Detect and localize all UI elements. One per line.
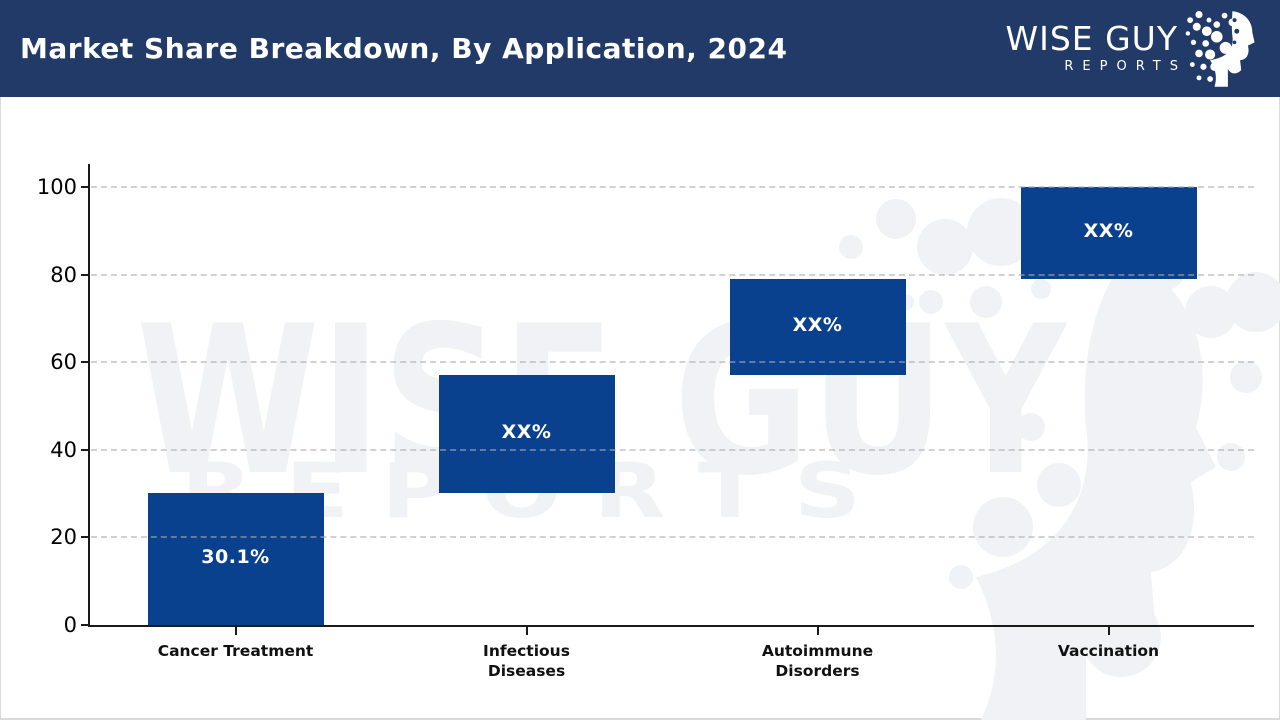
x-axis-category-label: Infectious Diseases <box>483 642 570 680</box>
gridline-y-40 <box>91 448 1254 451</box>
y-axis-tick-label: 40 <box>50 437 77 462</box>
y-axis-tick-label: 20 <box>50 525 77 550</box>
y-axis-tick-label: 0 <box>63 613 77 637</box>
bar-autoimmune-disorders <box>729 278 906 375</box>
gridline-y-80 <box>91 273 1254 276</box>
x-axis-category-label: Cancer Treatment <box>157 642 314 660</box>
x-axis-category-label: Vaccination <box>1057 642 1160 660</box>
y-axis-tickmark <box>81 624 90 626</box>
page-title: Market Share Breakdown, By Application, … <box>20 32 788 65</box>
gridline-y-60 <box>91 361 1254 364</box>
bar-value-label: XX% <box>501 421 552 444</box>
y-axis-tick-label: 60 <box>50 350 77 375</box>
brand-logo: WISE GUY REPORTS <box>1005 9 1256 89</box>
x-axis-category-label: Autoimmune Disorders <box>761 642 874 680</box>
bar-value-label: 30.1% <box>201 546 270 569</box>
x-axis-tickmark <box>234 627 237 635</box>
x-axis-line <box>88 625 1254 627</box>
face-dots-icon <box>1185 10 1255 87</box>
y-axis-tick-label: 80 <box>50 262 77 287</box>
bar-value-label: XX% <box>1083 219 1134 242</box>
brand-subtitle-text: REPORTS <box>1064 59 1187 74</box>
y-axis-tickmark <box>81 273 90 276</box>
bar-cancer-treatment <box>147 493 324 625</box>
x-axis-tickmark <box>525 627 528 635</box>
gridline-y-100 <box>91 186 1254 188</box>
brand-name-text: WISE GUY <box>1005 19 1178 58</box>
gridline-y-20 <box>91 536 1254 539</box>
y-axis-tickmark <box>81 361 90 364</box>
y-axis-line <box>88 164 90 627</box>
bar-value-label: XX% <box>792 313 843 336</box>
header-bar: Market Share Breakdown, By Application, … <box>0 0 1280 97</box>
x-axis-tickmark <box>816 627 819 635</box>
y-axis-tick-label: 100 <box>36 175 77 199</box>
y-axis-tickmark <box>81 448 90 451</box>
y-axis-tickmark <box>81 186 90 188</box>
bar-infectious-diseases <box>438 374 615 494</box>
brand-wordmark: WISE GUY REPORTS <box>1005 22 1178 75</box>
x-axis-tickmark <box>1107 627 1110 635</box>
y-axis-tickmark <box>81 536 90 539</box>
chart-area: WISE GUY R E P O R T S 02040608010030.1%… <box>0 97 1280 720</box>
